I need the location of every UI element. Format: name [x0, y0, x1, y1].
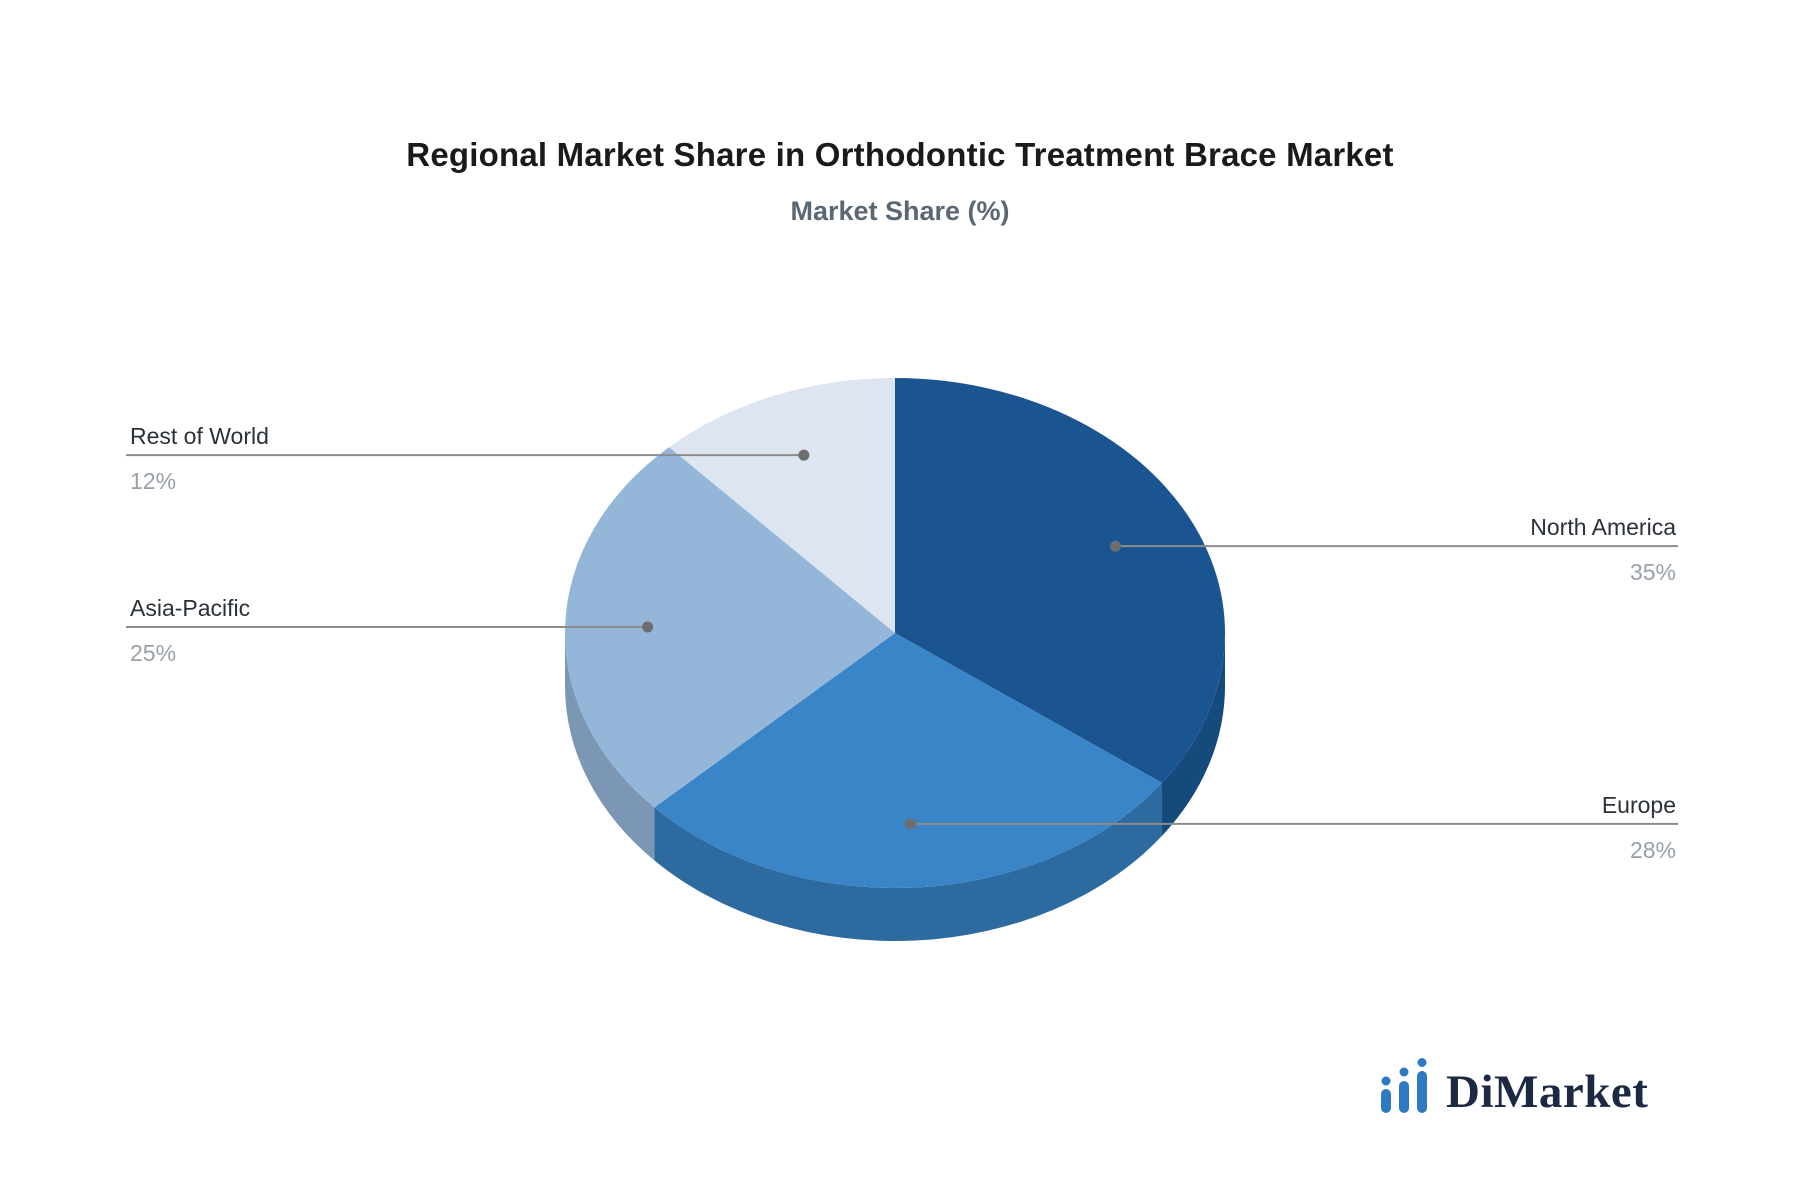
slice-label-name: North America [1530, 514, 1676, 540]
slice-label-name: Rest of World [130, 423, 269, 449]
dimarket-logo-text: DiMarket [1446, 1066, 1649, 1118]
pie-slice-side [565, 633, 655, 861]
dimarket-logo: DiMarket [1378, 1058, 1648, 1116]
pie-slice-side [1161, 633, 1225, 836]
pie-slice-rest-of-world[interactable] [669, 378, 895, 633]
leader-dot [905, 818, 917, 830]
slice-label-value: 28% [1630, 837, 1676, 863]
slice-label-value: 25% [130, 640, 176, 666]
chart-subtitle: Market Share (%) [790, 196, 1010, 226]
dimarket-logo-icon [1381, 1058, 1427, 1113]
leader-dot [1110, 540, 1122, 552]
leader-dot [798, 449, 810, 461]
chart-title: Regional Market Share in Orthodontic Tre… [406, 136, 1394, 173]
slice-label-value: 35% [1630, 559, 1676, 585]
slice-label-name: Europe [1602, 792, 1676, 818]
pie-slice-north-america[interactable] [895, 378, 1225, 783]
slice-label-value: 12% [130, 468, 176, 494]
pie-slice-asia-pacific[interactable] [565, 447, 895, 808]
pie-slice-side [654, 782, 1162, 941]
leader-dot [642, 621, 654, 633]
slice-label-name: Asia-Pacific [130, 595, 250, 621]
